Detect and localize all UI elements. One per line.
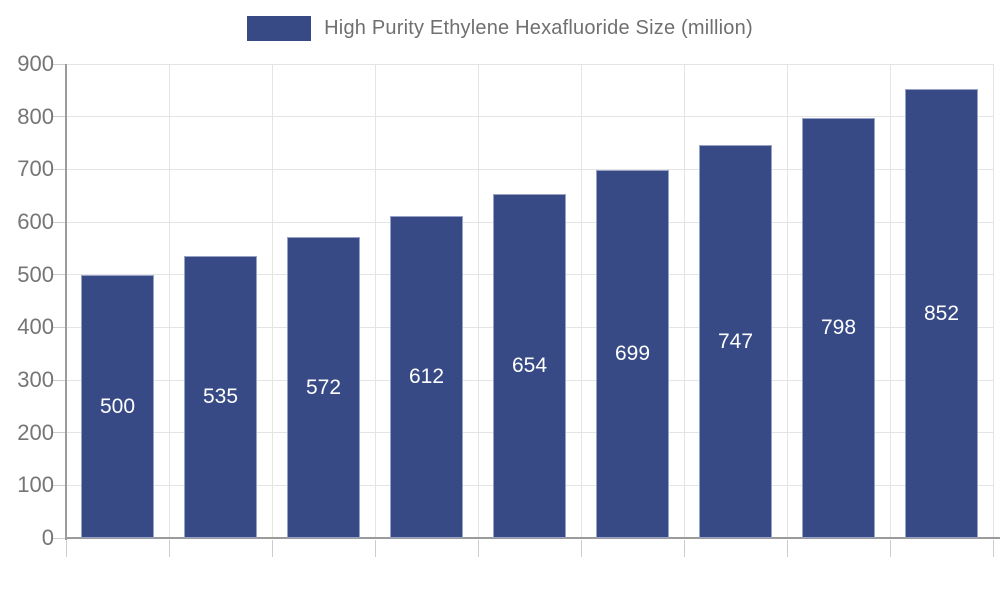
y-tick-label: 300 — [17, 367, 54, 392]
y-tick-label: 600 — [17, 209, 54, 234]
gridline-v — [786, 64, 788, 538]
bar — [699, 145, 772, 538]
y-tick-label: 800 — [17, 103, 54, 129]
y-tick-label: 0 — [41, 525, 54, 550]
bar-value-label: 500 — [99, 395, 136, 418]
y-axis-tick — [53, 432, 65, 434]
bar-value-label: 798 — [820, 316, 857, 339]
x-axis-tick — [271, 540, 273, 557]
bar — [802, 118, 875, 538]
bar-value-label: 747 — [717, 330, 754, 353]
gridline-h — [66, 116, 993, 118]
bar-value-label: 852 — [923, 302, 960, 325]
bar-value-label: 572 — [305, 376, 342, 399]
x-axis-tick — [580, 540, 582, 557]
y-axis-tick — [53, 63, 65, 65]
gridline-v — [271, 64, 273, 538]
bar — [905, 89, 978, 538]
y-axis-tick — [53, 484, 65, 486]
gridline-v — [683, 64, 685, 538]
x-axis-tick — [477, 540, 479, 557]
y-tick-label: 500 — [17, 261, 54, 287]
x-axis-tick — [889, 540, 891, 557]
x-axis-tick — [65, 540, 67, 557]
y-tick-label: 100 — [17, 472, 54, 498]
gridline-v — [168, 64, 170, 538]
plot-area: 0100200300400500600700800900202520262027… — [17, 53, 1000, 557]
bar-value-label: 535 — [202, 385, 239, 408]
gridline-v — [992, 64, 994, 538]
x-axis-tick — [786, 540, 788, 557]
y-axis-tick — [53, 274, 65, 276]
y-axis-tick — [53, 168, 65, 170]
y-axis-tick — [53, 221, 65, 223]
legend-label: High Purity Ethylene Hexafluoride Size (… — [324, 17, 753, 39]
bar — [493, 194, 566, 538]
y-tick-label: 400 — [17, 314, 54, 340]
bar — [184, 256, 257, 538]
y-axis-tick — [53, 537, 65, 539]
gridline-h — [66, 63, 993, 65]
legend-swatch — [247, 16, 312, 41]
x-axis-tick — [374, 540, 376, 557]
y-axis-line — [65, 64, 67, 540]
bar — [81, 275, 154, 538]
bar-value-label: 699 — [614, 342, 651, 365]
x-axis-tick — [683, 540, 685, 557]
x-axis-tick — [168, 540, 170, 557]
x-axis-line — [66, 537, 1000, 539]
bar — [287, 237, 360, 538]
gridline-v — [889, 64, 891, 538]
y-axis-tick — [53, 116, 65, 118]
bar-value-label: 654 — [511, 354, 548, 377]
gridline-v — [374, 64, 376, 538]
y-tick-label: 700 — [17, 156, 54, 182]
bar — [390, 216, 463, 538]
x-axis-tick — [992, 540, 994, 557]
gridline-h — [66, 168, 993, 170]
legend: High Purity Ethylene Hexafluoride Size (… — [0, 16, 1000, 41]
bar — [596, 170, 669, 538]
y-axis-tick — [53, 326, 65, 328]
gridline-v — [477, 64, 479, 538]
bar-value-label: 612 — [408, 365, 445, 388]
gridline-v — [580, 64, 582, 538]
y-axis-tick — [53, 379, 65, 381]
y-tick-label: 900 — [17, 51, 54, 76]
y-tick-label: 200 — [17, 419, 54, 445]
